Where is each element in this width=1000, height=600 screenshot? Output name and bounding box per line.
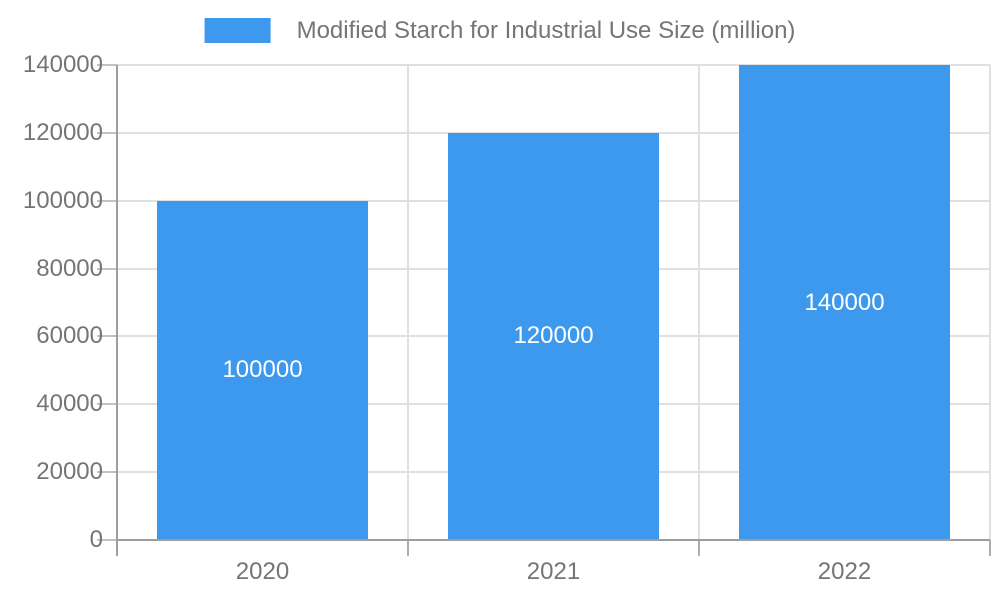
bar-value-label: 100000	[222, 356, 303, 384]
bar-value-label: 140000	[804, 288, 885, 316]
y-tick-mark	[97, 335, 117, 338]
y-tick-label: 40000	[36, 390, 103, 418]
x-axis-line	[117, 539, 990, 541]
chart-legend[interactable]: Modified Starch for Industrial Use Size …	[204, 17, 796, 44]
x-axis-label: 2020	[235, 558, 290, 585]
y-gridline	[117, 64, 990, 66]
x-axis-label: 2022	[817, 558, 872, 585]
x-tick-mark	[989, 540, 991, 556]
legend-label: Modified Starch for Industrial Use Size …	[296, 17, 796, 44]
y-tick-label: 20000	[36, 458, 103, 486]
x-gridline	[407, 65, 409, 540]
bar-2020[interactable]	[157, 200, 368, 540]
bar-value-label: 120000	[513, 322, 594, 350]
y-tick-mark	[97, 267, 117, 270]
y-tick-label: 100000	[22, 186, 103, 214]
y-tick-label: 140000	[22, 51, 103, 78]
y-tick-mark	[97, 403, 117, 406]
y-tick-label: 60000	[36, 322, 103, 350]
y-tick-label: 0	[89, 526, 103, 553]
y-axis-line	[116, 65, 118, 556]
y-tick-mark	[97, 199, 117, 202]
x-axis-label: 2021	[526, 558, 581, 585]
x-tick-mark	[698, 540, 700, 556]
y-tick-mark	[97, 471, 117, 474]
y-tick-mark	[97, 131, 117, 134]
legend-swatch	[204, 18, 271, 43]
y-tick-mark	[97, 539, 117, 541]
y-tick-label: 120000	[22, 118, 103, 146]
x-tick-mark	[407, 540, 409, 556]
x-gridline	[989, 65, 991, 540]
y-tick-label: 80000	[36, 254, 103, 282]
bar-2022[interactable]	[739, 65, 950, 540]
x-gridline	[698, 65, 700, 540]
y-tick-mark	[97, 64, 117, 66]
bar-2021[interactable]	[448, 132, 659, 540]
